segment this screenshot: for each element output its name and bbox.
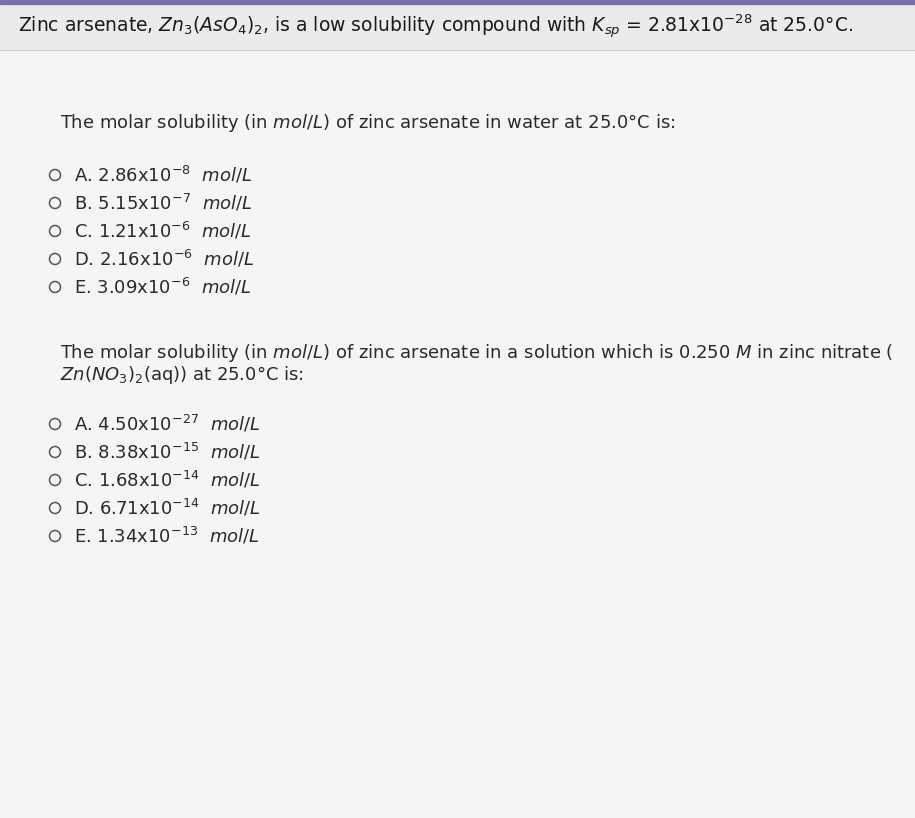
Bar xyxy=(0,4,915,50)
Text: E. 3.09x10$^{-6}$  $mol/L$: E. 3.09x10$^{-6}$ $mol/L$ xyxy=(74,276,252,298)
Text: D. 2.16x10$^{-6}$  $mol/L$: D. 2.16x10$^{-6}$ $mol/L$ xyxy=(74,249,254,270)
Bar xyxy=(0,0,915,4)
Text: Zinc arsenate, $Zn_3(AsO_4)_2$, is a low solubility compound with $K_{sp}$ = 2.8: Zinc arsenate, $Zn_3(AsO_4)_2$, is a low… xyxy=(18,13,853,41)
Text: C. 1.21x10$^{-6}$  $mol/L$: C. 1.21x10$^{-6}$ $mol/L$ xyxy=(74,220,252,241)
Text: A. 4.50x10$^{-27}$  $mol/L$: A. 4.50x10$^{-27}$ $mol/L$ xyxy=(74,413,261,434)
Text: C. 1.68x10$^{-14}$  $mol/L$: C. 1.68x10$^{-14}$ $mol/L$ xyxy=(74,470,261,491)
Text: B. 5.15x10$^{-7}$  $mol/L$: B. 5.15x10$^{-7}$ $mol/L$ xyxy=(74,192,253,213)
Text: The molar solubility (in $mol/L$) of zinc arsenate in water at 25.0°C is:: The molar solubility (in $mol/L$) of zin… xyxy=(60,112,675,134)
Text: A. 2.86x10$^{-8}$  $mol/L$: A. 2.86x10$^{-8}$ $mol/L$ xyxy=(74,164,253,186)
Text: D. 6.71x10$^{-14}$  $mol/L$: D. 6.71x10$^{-14}$ $mol/L$ xyxy=(74,497,261,519)
Text: $Zn(NO_3)_2$(aq)) at 25.0°C is:: $Zn(NO_3)_2$(aq)) at 25.0°C is: xyxy=(60,364,304,386)
Text: E. 1.34x10$^{-13}$  $mol/L$: E. 1.34x10$^{-13}$ $mol/L$ xyxy=(74,525,260,546)
Text: B. 8.38x10$^{-15}$  $mol/L$: B. 8.38x10$^{-15}$ $mol/L$ xyxy=(74,442,261,462)
Text: The molar solubility (in $mol/L$) of zinc arsenate in a solution which is 0.250 : The molar solubility (in $mol/L$) of zin… xyxy=(60,342,893,364)
